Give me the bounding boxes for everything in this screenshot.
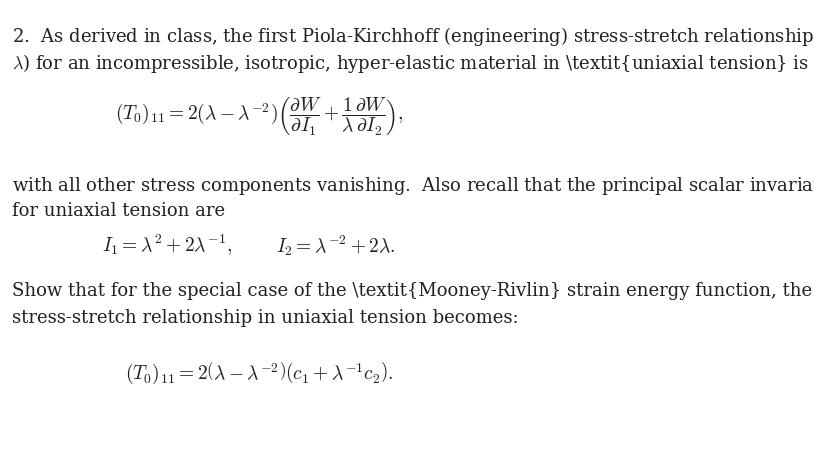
Text: $I_2 = \lambda^{-2} + 2\lambda.$: $I_2 = \lambda^{-2} + 2\lambda.$: [276, 233, 396, 257]
Text: $(T_0)_{11} = 2\left(\lambda - \lambda^{-2}\right)\left(c_1 + \lambda^{-1}c_2\ri: $(T_0)_{11} = 2\left(\lambda - \lambda^{…: [125, 360, 394, 385]
Text: for uniaxial tension are: for uniaxial tension are: [12, 202, 225, 220]
Text: Show that for the special case of the \textit{Mooney-Rivlin} strain energy funct: Show that for the special case of the \t…: [12, 282, 814, 300]
Text: stress-stretch relationship in uniaxial tension becomes:: stress-stretch relationship in uniaxial …: [12, 309, 519, 327]
Text: $(T_0)_{11} = 2(\lambda - \lambda^{-2})\left(\dfrac{\partial W}{\partial I_1} + : $(T_0)_{11} = 2(\lambda - \lambda^{-2})\…: [115, 94, 404, 137]
Text: 2.  As derived in class, the first Piola-Kirchhoff (engineering) stress-stretch : 2. As derived in class, the first Piola-…: [12, 25, 814, 48]
Text: $\lambda$) for an incompressible, isotropic, hyper-elastic material in \textit{u: $\lambda$) for an incompressible, isotro…: [12, 52, 814, 75]
Text: $I_1 = \lambda^2 + 2\lambda^{-1},$: $I_1 = \lambda^2 + 2\lambda^{-1},$: [103, 232, 233, 258]
Text: with all other stress components vanishing.  Also recall that the principal scal: with all other stress components vanishi…: [12, 175, 814, 197]
